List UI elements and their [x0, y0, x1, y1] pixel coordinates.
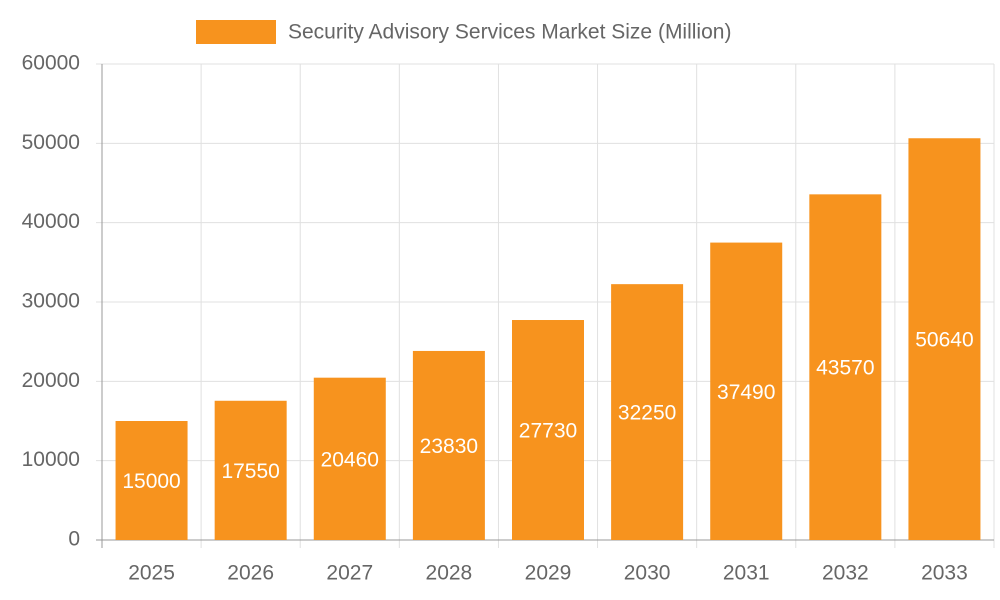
data-label: 50640	[915, 329, 973, 352]
y-tick-label: 30000	[22, 290, 80, 313]
x-tick-label: 2026	[227, 562, 274, 585]
bar	[115, 421, 188, 540]
bar	[908, 138, 981, 541]
data-label: 27730	[519, 420, 577, 443]
y-tick-label: 10000	[22, 448, 80, 471]
y-tick-label: 60000	[22, 52, 80, 75]
data-label: 17550	[221, 460, 279, 483]
data-label: 43570	[816, 357, 874, 380]
bar	[313, 377, 386, 540]
data-label: 32250	[618, 402, 676, 425]
y-tick-label: 40000	[22, 210, 80, 233]
y-tick-label: 0	[68, 528, 80, 551]
bar	[710, 242, 783, 540]
x-tick-label: 2031	[723, 562, 770, 585]
data-label: 20460	[321, 448, 379, 471]
legend-label: Security Advisory Services Market Size (…	[288, 21, 731, 44]
bar	[412, 350, 485, 540]
x-tick-label: 2025	[128, 562, 175, 585]
x-tick-label: 2032	[822, 562, 869, 585]
x-tick-label: 2029	[525, 562, 572, 585]
bar	[512, 320, 584, 540]
bar	[611, 284, 684, 540]
data-label: 37490	[717, 381, 775, 404]
data-label: 15000	[122, 470, 180, 493]
x-tick-label: 2033	[921, 562, 968, 585]
data-label: 23830	[420, 435, 478, 458]
bar	[214, 400, 287, 540]
y-tick-label: 50000	[22, 131, 80, 154]
legend-swatch	[196, 20, 276, 44]
x-tick-label: 2028	[426, 562, 473, 585]
x-tick-label: 2030	[624, 562, 671, 585]
x-tick-label: 2027	[326, 562, 373, 585]
bar	[809, 194, 882, 540]
y-tick-label: 20000	[22, 369, 80, 392]
